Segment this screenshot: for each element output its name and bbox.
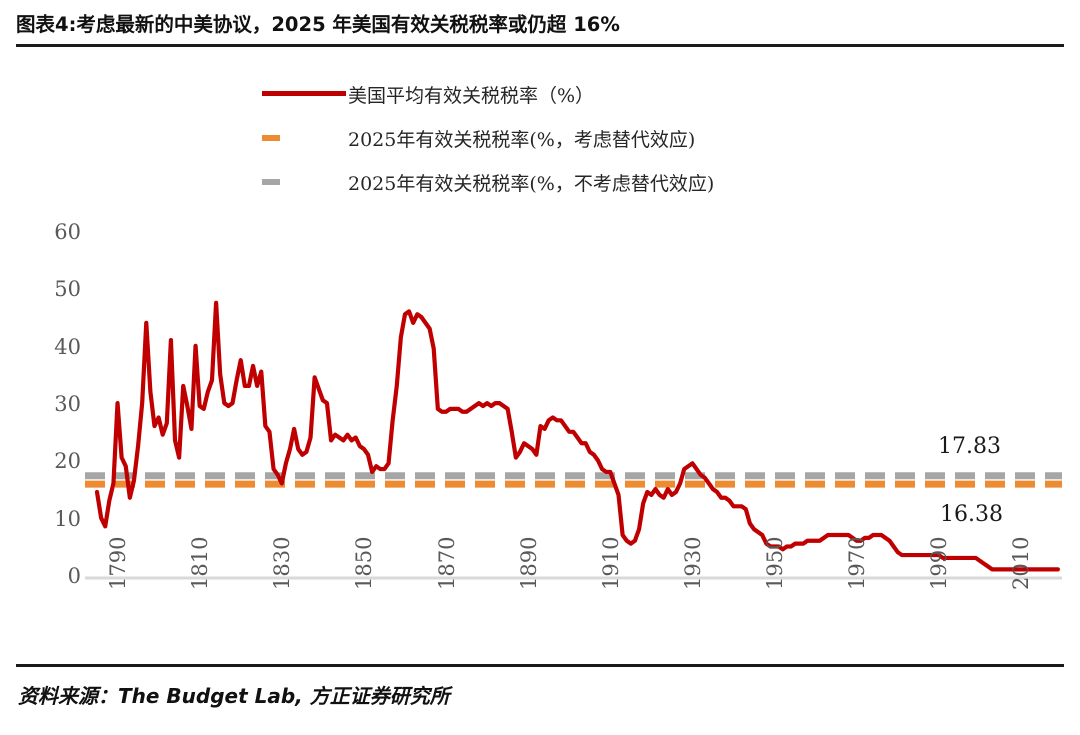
footer-divider	[16, 664, 1064, 667]
source-note: 资料来源：The Budget Lab, 方正证券研究所	[18, 684, 450, 708]
page-title: 图表4:考虑最新的中美协议，2025 年美国有效关税税率或仍超 16%	[16, 13, 620, 36]
x-axis-tick-label: 1990	[927, 536, 952, 590]
x-axis-tick-label: 1950	[763, 536, 788, 590]
y-axis-tick-label: 60	[54, 220, 81, 244]
legend-item-2025-without-substitution[interactable]: 2025年有效关税税率(%，不考虑替代效应)	[262, 160, 962, 204]
legend-item-2025-with-substitution[interactable]: 2025年有效关税税率(%，考虑替代效应)	[262, 116, 962, 160]
y-axis-tick-label: 40	[54, 334, 81, 359]
x-axis-tick-label: 1830	[270, 536, 295, 590]
annotation-with-substitution-value: 16.38	[940, 502, 1003, 528]
x-axis-tick-label: 1890	[516, 536, 541, 590]
legend-swatch-solid-red-icon	[262, 85, 346, 103]
x-axis-tick-label: 1850	[352, 536, 377, 590]
chart-legend: 美国平均有效关税税率（%） 2025年有效关税税率(%，考虑替代效应) 2025…	[262, 72, 962, 204]
legend-label-2025-with-substitution: 2025年有效关税税率(%，考虑替代效应)	[348, 128, 696, 151]
title-divider	[16, 44, 1064, 47]
x-axis-tick-label: 1970	[845, 536, 870, 590]
x-axis-tick-label: 1930	[680, 536, 705, 590]
annotation-no-substitution-value: 17.83	[938, 433, 1001, 459]
x-axis-tick-label: 1790	[106, 536, 130, 590]
y-axis-tick-label: 50	[54, 277, 81, 302]
legend-swatch-dashed-orange-icon	[262, 129, 346, 147]
x-axis-tick-label: 1810	[188, 536, 213, 590]
y-axis-tick-label: 10	[54, 506, 81, 531]
legend-item-actual-rate[interactable]: 美国平均有效关税税率（%）	[262, 72, 962, 116]
y-axis-tick-label: 0	[67, 564, 81, 588]
x-axis-tick-label: 2010	[1009, 536, 1034, 590]
y-axis-tick-label: 30	[54, 392, 81, 416]
y-axis-tick-label: 20	[54, 449, 81, 474]
legend-swatch-dashed-gray-icon	[262, 173, 346, 191]
x-axis-tick-label: 1870	[434, 536, 459, 590]
legend-label-2025-without-substitution: 2025年有效关税税率(%，不考虑替代效应)	[348, 172, 715, 195]
legend-label-actual-rate: 美国平均有效关税税率（%）	[348, 84, 595, 107]
series-line-effective-tariff-rate	[94, 300, 1060, 572]
x-axis-tick-label: 1910	[598, 536, 623, 590]
